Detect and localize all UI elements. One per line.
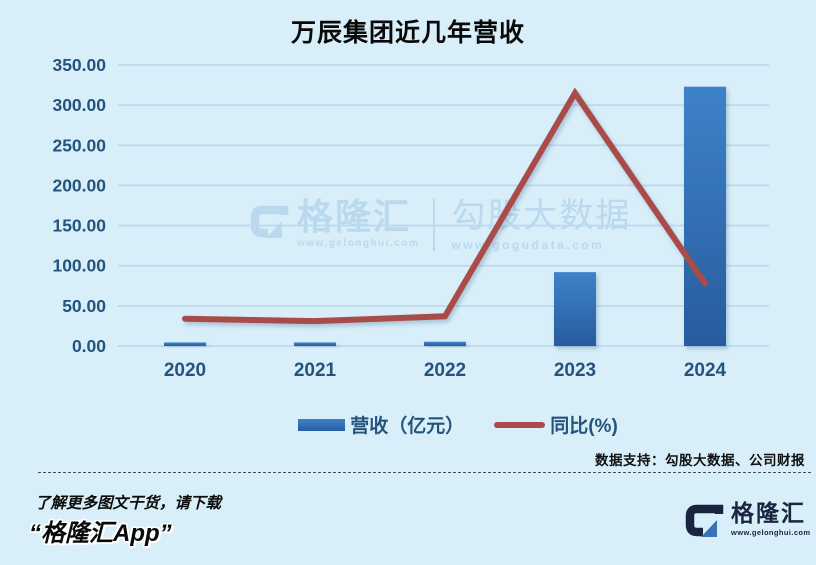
- brand-name: 格隆汇: [731, 500, 806, 526]
- watermark-divider: [433, 199, 436, 251]
- y-tick-label: 50.00: [62, 296, 106, 316]
- bar-2023: [554, 272, 596, 346]
- promo-app-name: “格隆汇App”: [29, 520, 172, 547]
- y-tick-label: 100.00: [52, 256, 106, 276]
- gelonghui-brand: 格隆汇 www.gelonghui.com: [681, 498, 810, 547]
- bar-2020: [164, 342, 206, 346]
- y-tick-label: 300.00: [52, 95, 106, 115]
- watermark: 格隆汇 www.gelonghui.com 勾股大数据 www.gogudata…: [246, 197, 631, 252]
- watermark-gogu-url: www.gogudata.com: [451, 238, 605, 253]
- dashed-divider: [38, 472, 811, 473]
- bar-2021: [294, 342, 336, 346]
- promo-text: 了解更多图文干货，请下载: [35, 495, 222, 512]
- chart-legend: 营收（亿元） 同比(%): [50, 411, 816, 438]
- yoy-line: [182, 87, 708, 325]
- chart-title: 万辰集团近几年营收: [290, 19, 525, 47]
- x-tick-label: 2023: [554, 360, 596, 381]
- x-tick-label: 2022: [424, 360, 466, 381]
- data-support-note: 数据支持：勾股大数据、公司财报: [595, 453, 805, 468]
- watermark-gelonghui-group: 格隆汇 www.gelonghui.com: [246, 197, 419, 249]
- bar-2024: [684, 86, 726, 347]
- watermark-gogu-name: 勾股大数据: [451, 197, 632, 235]
- watermark-gelonghui-url: www.gelonghui.com: [297, 237, 420, 249]
- watermark-gelonghui-name: 格隆汇: [297, 196, 412, 237]
- y-tick-label: 250.00: [52, 135, 106, 155]
- legend-line-label: 同比(%): [550, 416, 618, 437]
- gelonghui-logo-watermark-icon: [246, 199, 290, 248]
- y-tick-label: 0.00: [72, 336, 106, 356]
- watermark-gogu-group: 勾股大数据 www.gogudata.com: [451, 197, 631, 252]
- revenue-bar-line-chart: 350.00 300.00 250.00 200.00 150.00 100.00 50.0…: [52, 55, 769, 381]
- legend-bar-swatch-icon: [298, 418, 346, 431]
- x-tick-label: 2020: [164, 360, 206, 381]
- x-tick-label: 2021: [294, 360, 337, 381]
- gelonghui-logo-icon: [681, 498, 725, 547]
- y-tick-label: 150.00: [52, 216, 106, 236]
- legend-bar-label: 营收（亿元）: [350, 416, 465, 437]
- x-tick-label: 2024: [684, 360, 727, 381]
- y-tick-label: 350.00: [52, 55, 106, 75]
- legend-line-swatch-icon: [494, 421, 546, 428]
- bar-2022: [424, 341, 466, 346]
- brand-url: www.gelonghui.com: [731, 528, 811, 538]
- y-tick-label: 200.00: [52, 175, 106, 195]
